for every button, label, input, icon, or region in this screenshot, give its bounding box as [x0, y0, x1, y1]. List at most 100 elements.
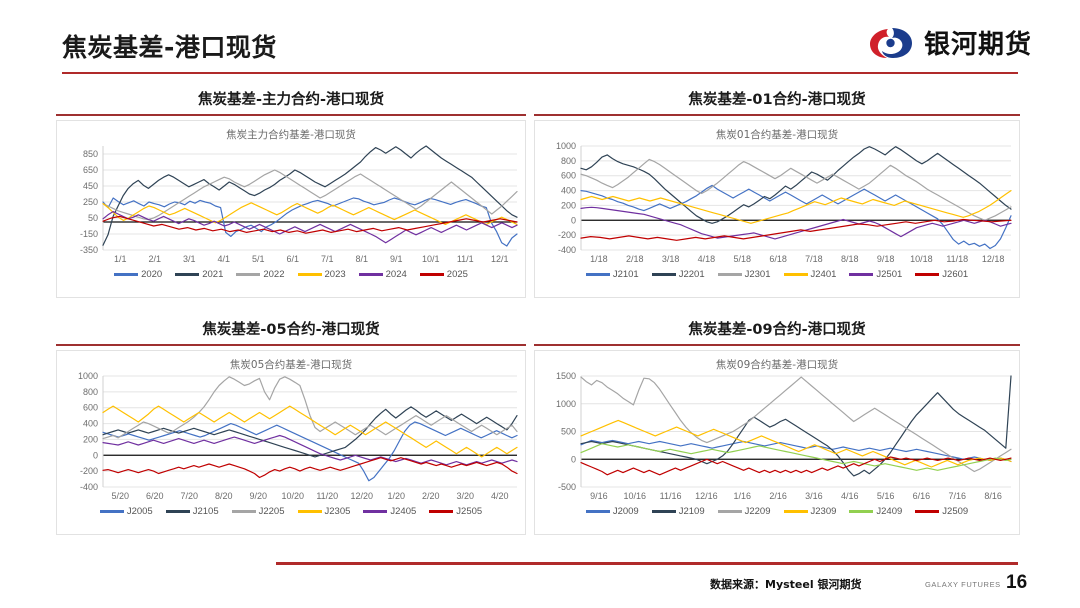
legend-item[interactable]: J2409 — [849, 506, 902, 517]
chart-panel-title: 焦炭基差-09合约-港口现货 — [688, 322, 866, 338]
legend-swatch-icon — [363, 509, 388, 513]
svg-text:2/18: 2/18 — [626, 254, 644, 264]
legend-item[interactable]: J2101 — [585, 269, 639, 280]
svg-text:11/1: 11/1 — [457, 254, 474, 264]
legend-label: J2201 — [678, 268, 705, 280]
svg-text:11/16: 11/16 — [660, 491, 682, 501]
legend-item[interactable]: J2601 — [915, 269, 968, 280]
legend-swatch-icon — [849, 272, 874, 276]
chart-panel-01-contract: 焦炭基差-01合约-港口现货 焦炭01合约基差-港口现货 1000 800 600 4… — [534, 88, 1020, 303]
svg-text:10/20: 10/20 — [281, 491, 304, 501]
svg-text:250: 250 — [83, 197, 98, 207]
svg-text:8/16: 8/16 — [984, 491, 1002, 501]
legend-item[interactable]: J2505 — [429, 506, 482, 517]
svg-text:200: 200 — [561, 200, 576, 210]
legend-item[interactable]: J2501 — [849, 269, 902, 280]
legend-item[interactable]: 2023 — [297, 269, 346, 280]
page-number: 16 — [1006, 572, 1028, 593]
legend-item[interactable]: 2022 — [236, 269, 285, 280]
brand-logo: 银河期货 — [868, 24, 1032, 61]
svg-text:7/16: 7/16 — [948, 491, 966, 501]
legend-swatch-icon — [175, 272, 200, 276]
legend-label: J2209 — [744, 505, 771, 517]
legend-swatch-icon — [297, 272, 322, 276]
legend-swatch-icon — [849, 509, 874, 513]
legend-swatch-icon — [585, 509, 610, 513]
svg-text:800: 800 — [561, 155, 576, 165]
svg-text:600: 600 — [83, 402, 98, 412]
svg-text:12/1: 12/1 — [491, 254, 509, 264]
chart-panel-main-contract: 焦炭基差-主力合约-港口现货 焦炭主力合约基差-港口现货 850 650 450 25… — [56, 88, 526, 303]
plot-area: 1500 1000 500 0 -500 9/16 10/16 11/16 12/16 1/16 2… — [535, 372, 1019, 504]
legend-item[interactable]: 2020 — [114, 269, 162, 280]
svg-text:10/18: 10/18 — [910, 254, 933, 264]
svg-text:-500: -500 — [558, 482, 576, 492]
legend-label: J2405 — [390, 505, 417, 517]
chart-frame: 焦炭01合约基差-港口现货 1000 800 600 400 200 0 -200 -400 1… — [534, 119, 1020, 298]
legend-item[interactable]: 2025 — [419, 268, 468, 280]
svg-text:50: 50 — [88, 213, 98, 223]
legend-swatch-icon — [651, 272, 676, 276]
legend-item[interactable]: 2024 — [358, 269, 407, 280]
svg-text:9/20: 9/20 — [249, 491, 267, 501]
legend-item[interactable]: J2109 — [651, 505, 705, 517]
svg-text:1000: 1000 — [78, 372, 98, 381]
legend-label: 2021 — [202, 268, 224, 280]
svg-text:-400: -400 — [80, 482, 98, 492]
legend-item[interactable]: J2301 — [717, 269, 771, 280]
legend-item[interactable]: J2105 — [165, 506, 219, 517]
legend-item[interactable]: J2005 — [99, 506, 153, 517]
chart-subtitle: 焦炭09合约基差-港口现货 — [715, 358, 839, 371]
legend-label: J2009 — [612, 505, 639, 517]
svg-text:9/1: 9/1 — [390, 254, 403, 264]
chart-frame: 焦炭05合约基差-港口现货 1000 800 600 400 200 0 -200 -400 5… — [56, 349, 526, 535]
svg-text:3/20: 3/20 — [456, 491, 474, 501]
plot-svg: 1000 800 600 400 200 0 -200 -400 1/18 2/18 3/18 4/1… — [556, 142, 1012, 264]
chart-subtitle: 焦炭01合约基差-港口现货 — [715, 128, 839, 141]
legend-label: J2109 — [678, 505, 705, 517]
plot-svg: 1500 1000 500 0 -500 9/16 10/16 11/16 12/16 1/16 2… — [556, 372, 1012, 501]
chart-panel-09-contract: 焦炭基差-09合约-港口现货 焦炭09合约基差-港口现货 1500 1000 500… — [534, 318, 1020, 540]
legend-item[interactable]: J2205 — [231, 506, 285, 517]
legend-item[interactable]: J2009 — [585, 505, 639, 517]
chart-legend: J2005 J2105 J2205 J2305 J2405 J2505 — [57, 506, 525, 523]
chart-frame: 焦炭09合约基差-港口现货 1500 1000 500 0 -500 9/16 10/16 1… — [534, 349, 1020, 535]
svg-text:8/20: 8/20 — [215, 491, 233, 501]
legend-item[interactable]: 2021 — [175, 269, 223, 280]
legend-label: 2025 — [446, 268, 468, 280]
header-rule — [62, 72, 1018, 74]
svg-text:600: 600 — [561, 170, 576, 180]
svg-text:10/16: 10/16 — [623, 491, 646, 501]
svg-text:12/20: 12/20 — [350, 491, 373, 501]
footer-brand-latin: GALAXY FUTURES — [925, 580, 1001, 589]
data-source-note: 数据来源：Mysteel 银河期货 — [710, 578, 862, 591]
legend-item[interactable]: J2405 — [363, 506, 416, 517]
svg-text:-200: -200 — [80, 466, 98, 476]
legend-swatch-icon — [99, 509, 124, 513]
svg-text:500: 500 — [561, 426, 576, 436]
legend-label: J2305 — [324, 505, 351, 517]
plot-area: 1000 800 600 400 200 0 -200 -400 5/20 6/20 7/20 8/2… — [57, 372, 525, 504]
svg-text:4/18: 4/18 — [698, 254, 716, 264]
legend-item[interactable]: J2201 — [651, 268, 705, 280]
legend-swatch-icon — [165, 509, 190, 513]
svg-text:8/1: 8/1 — [355, 254, 368, 264]
legend-item[interactable]: J2401 — [783, 268, 837, 280]
legend-label: J2601 — [942, 268, 969, 280]
legend-label: J2401 — [810, 268, 837, 280]
svg-text:850: 850 — [83, 149, 98, 159]
legend-item[interactable]: J2509 — [915, 506, 968, 517]
legend-item[interactable]: J2309 — [783, 506, 836, 517]
svg-text:-200: -200 — [558, 230, 576, 240]
legend-label: J2501 — [876, 268, 903, 280]
footer-rule — [276, 562, 1018, 565]
legend-item[interactable]: J2209 — [717, 505, 771, 517]
legend-swatch-icon — [915, 509, 940, 513]
chart-frame: 焦炭主力合约基差-港口现货 850 650 450 250 50 -150 -350 1/1 2… — [56, 119, 526, 298]
chart-title-underline — [534, 114, 1020, 116]
svg-text:6/18: 6/18 — [769, 254, 787, 264]
svg-text:9/16: 9/16 — [590, 491, 608, 501]
svg-text:4/1: 4/1 — [217, 254, 230, 264]
legend-item[interactable]: J2305 — [297, 505, 351, 517]
chart-legend: J2009 J2109 J2209 J2309 J2409 J2509 — [535, 506, 1019, 523]
